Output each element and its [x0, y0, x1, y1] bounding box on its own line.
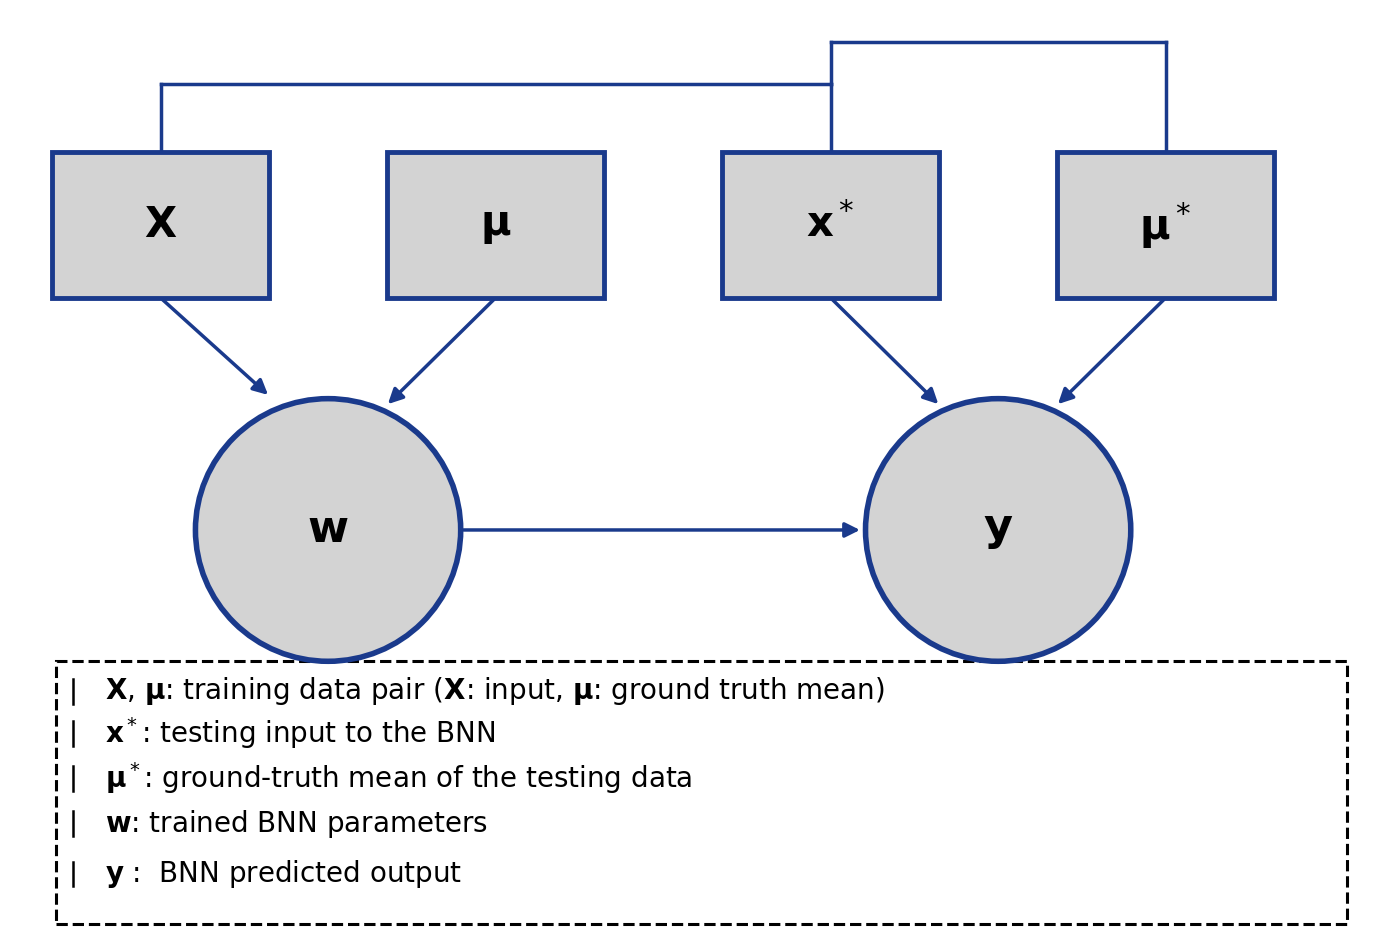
Ellipse shape: [195, 399, 461, 661]
Text: $\mathbf{\mu}$: $\mathbf{\mu}$: [480, 204, 511, 246]
FancyBboxPatch shape: [387, 152, 603, 298]
FancyBboxPatch shape: [1058, 152, 1273, 298]
Text: $\mathbf{x}^*$: testing input to the BNN: $\mathbf{x}^*$: testing input to the BNN: [105, 716, 496, 751]
Text: $\mathbf{X}$, $\mathbf{\mu}$: training data pair ($\mathbf{X}$: input, $\mathbf{: $\mathbf{X}$, $\mathbf{\mu}$: training d…: [105, 675, 885, 707]
Text: $\mathbf{y}$: $\mathbf{y}$: [983, 508, 1013, 552]
Text: $\mathbf{w}$: trained BNN parameters: $\mathbf{w}$: trained BNN parameters: [105, 808, 487, 840]
Text: $\mathbf{X}$: $\mathbf{X}$: [144, 204, 177, 246]
Text: $\mathbf{w}$: $\mathbf{w}$: [307, 508, 349, 552]
Text: $\mathbf{y}$ :  BNN predicted output: $\mathbf{y}$ : BNN predicted output: [105, 858, 462, 890]
Text: $\mathbf{x}^*$: $\mathbf{x}^*$: [807, 204, 854, 247]
Text: $\mathbf{\mu}^*$: ground-truth mean of the testing data: $\mathbf{\mu}^*$: ground-truth mean of t…: [105, 761, 692, 796]
FancyBboxPatch shape: [723, 152, 938, 298]
Ellipse shape: [866, 399, 1131, 661]
FancyBboxPatch shape: [53, 152, 268, 298]
Text: $\mathbf{\mu}^*$: $\mathbf{\mu}^*$: [1139, 200, 1192, 250]
FancyBboxPatch shape: [56, 661, 1347, 924]
